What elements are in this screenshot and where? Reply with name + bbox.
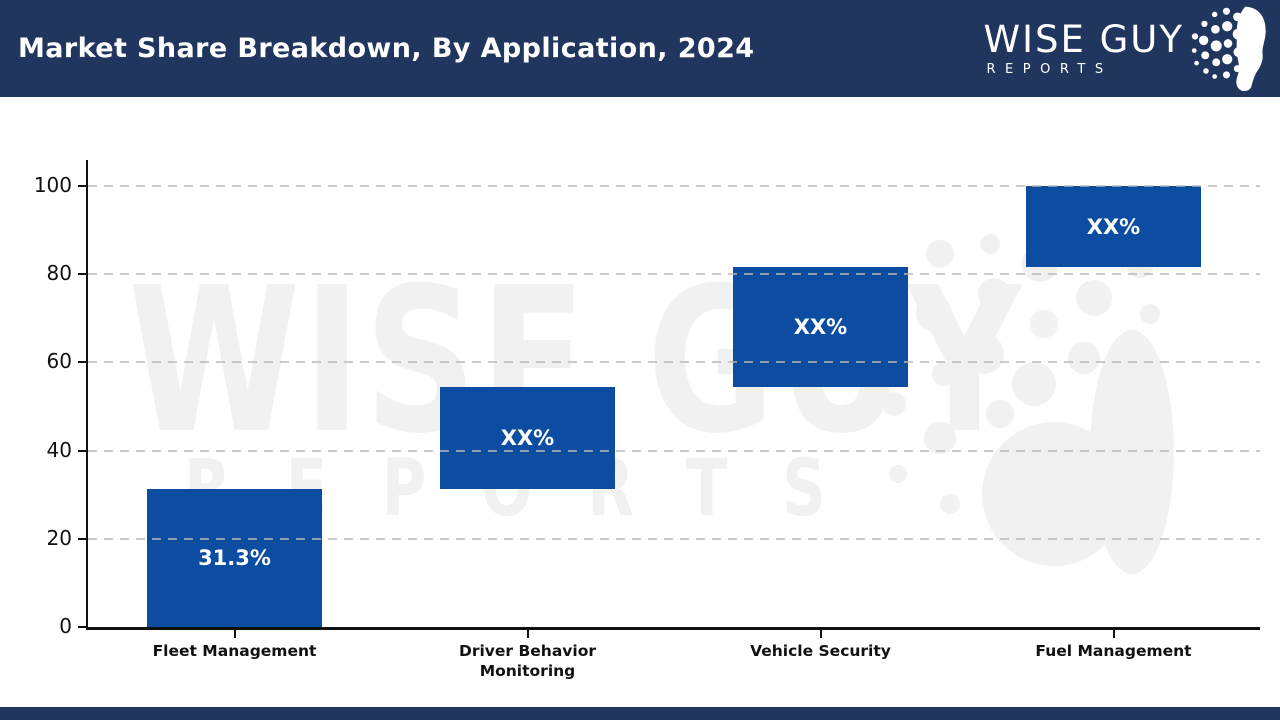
y-tick-label: 80 [46,261,72,286]
header-bar: Market Share Breakdown, By Application, … [0,0,1280,97]
bar-value-label: XX% [500,425,555,450]
x-axis-line [86,627,1260,630]
y-tick-label: 20 [46,525,72,550]
x-category-label: Driver Behavior Monitoring [458,642,596,680]
y-tick-label: 40 [46,437,72,462]
wise-guy-logo: WISE GUY REPORTS [984,5,1270,93]
x-tick [233,630,236,638]
x-category-label: Fuel Management [1035,642,1192,660]
y-tick-label: 100 [33,173,72,197]
bar-value-label: 31.3% [198,545,271,570]
bar-segment: XX% [732,267,909,387]
gridline [88,449,1260,452]
logo-wordmark: WISE GUY [983,17,1184,61]
page-title: Market Share Breakdown, By Application, … [18,33,755,64]
y-tick-label: 0 [59,614,72,638]
gridline [88,537,1260,540]
bar-value-label: XX% [1086,214,1141,239]
bar-segment: XX% [439,386,616,489]
gridline [88,185,1260,187]
y-tick-label: 60 [46,349,72,374]
x-tick [1112,630,1115,638]
y-tick [78,537,86,540]
bar-segment: XX% [1025,186,1202,268]
logo-text: WISE GUY REPORTS [984,21,1184,77]
footer-bar [0,707,1280,720]
logo-subtext: REPORTS [986,61,1113,77]
gridline [88,273,1260,276]
logo-face-icon [1191,6,1266,91]
y-tick [78,361,86,364]
bar-segment: 31.3% [146,488,323,627]
x-tick [526,630,529,638]
bar-value-label: XX% [793,314,848,339]
gridline [88,361,1260,364]
watermark-face-dots [876,232,1174,574]
y-tick [78,273,86,276]
y-tick [78,185,86,187]
x-tick [819,630,822,638]
x-category-label: Fleet Management [152,642,317,660]
y-axis-line [86,160,88,627]
y-tick [78,449,86,452]
x-category-label: Vehicle Security [750,642,891,660]
y-tick [78,626,86,628]
